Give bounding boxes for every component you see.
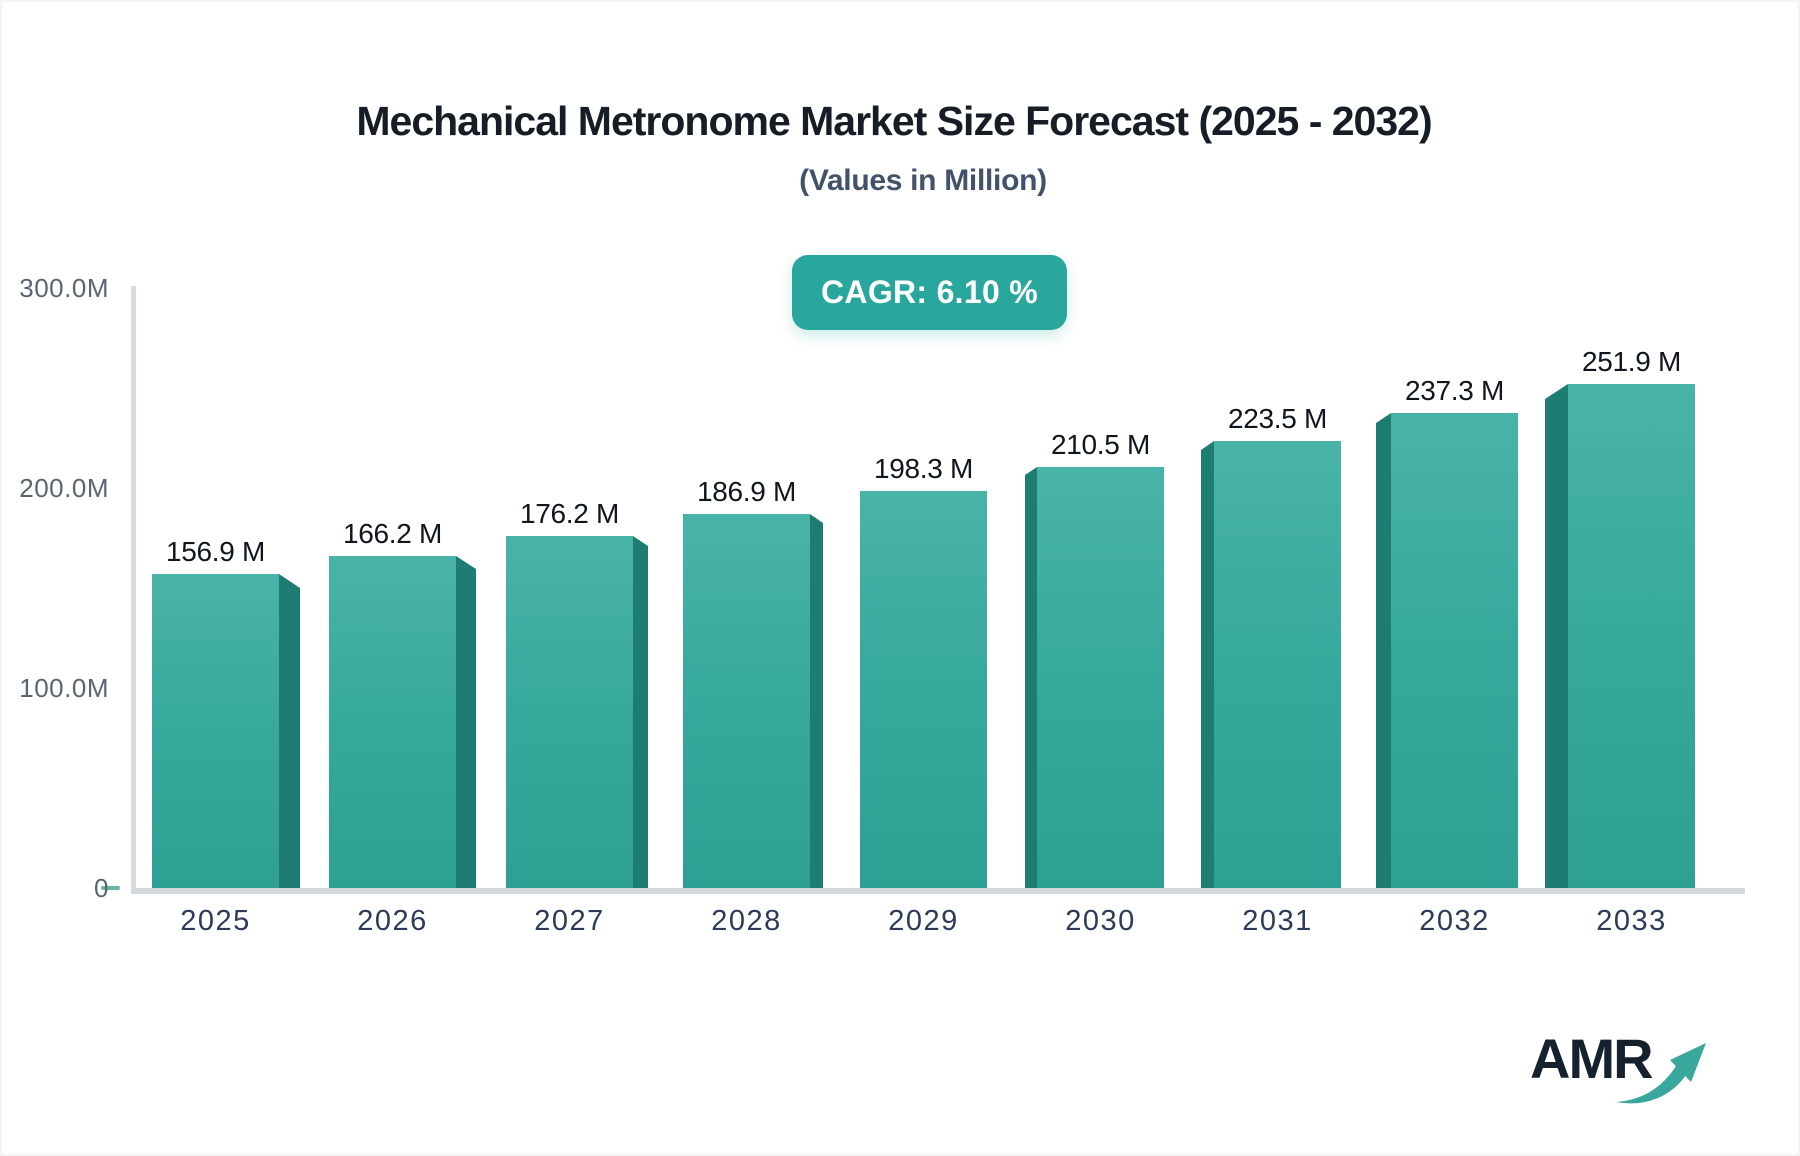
year-label-2026: 2026 bbox=[357, 905, 428, 937]
bar-value-label: 210.5 M bbox=[1050, 429, 1151, 460]
bar-face bbox=[329, 556, 456, 888]
brand-logo-text: AMR bbox=[1530, 1027, 1654, 1090]
bar-value-label: 251.9 M bbox=[1581, 346, 1682, 377]
bar-face bbox=[1037, 467, 1164, 888]
bar-value-label: 198.3 M bbox=[873, 453, 974, 484]
bar-2030: 210.5 M bbox=[1025, 429, 1164, 888]
year-label-2032: 2032 bbox=[1419, 905, 1490, 937]
bar-side-3d bbox=[456, 556, 476, 888]
bar-side-3d bbox=[810, 514, 823, 888]
year-label-2028: 2028 bbox=[711, 905, 782, 937]
year-label-2033: 2033 bbox=[1596, 905, 1667, 937]
bar-value-label: 237.3 M bbox=[1404, 375, 1505, 406]
bar-2027: 176.2 M bbox=[506, 498, 648, 888]
year-label-2027: 2027 bbox=[534, 905, 605, 937]
bar-face bbox=[860, 491, 987, 888]
bar-2026: 166.2 M bbox=[329, 518, 476, 888]
y-axis-line bbox=[131, 286, 136, 894]
y-tick-label: 300.0M bbox=[19, 273, 109, 303]
bar-2033: 251.9 M bbox=[1545, 346, 1695, 888]
bar-face bbox=[152, 574, 279, 888]
bar-face bbox=[1391, 413, 1518, 888]
year-label-2025: 2025 bbox=[180, 905, 251, 937]
cagr-badge-label: CAGR: 6.10 % bbox=[821, 274, 1038, 310]
bar-2031: 223.5 M bbox=[1201, 403, 1341, 888]
y-tick-label: 200.0M bbox=[19, 473, 109, 503]
bar-face bbox=[683, 514, 810, 888]
bar-face bbox=[506, 536, 633, 888]
bar-side-3d bbox=[1201, 441, 1214, 888]
bar-side-3d bbox=[279, 574, 300, 888]
bar-2025: 156.9 M bbox=[152, 536, 300, 888]
bar-2029: 198.3 M bbox=[860, 453, 987, 888]
bar-value-label: 223.5 M bbox=[1227, 403, 1328, 434]
bar-face bbox=[1568, 384, 1695, 888]
chart-subtitle: (Values in Million) bbox=[799, 164, 1047, 197]
bar-value-label: 176.2 M bbox=[519, 498, 620, 529]
bar-value-label: 156.9 M bbox=[165, 536, 266, 567]
y-tick-label: 100.0M bbox=[19, 673, 109, 703]
bar-2028: 186.9 M bbox=[683, 476, 823, 888]
plot-area: 156.9 M 166.2 M 176.2 M 186.9 M 198.3 M 210.5… bbox=[135, 288, 1755, 888]
bar-side-3d bbox=[633, 536, 648, 888]
bar-face bbox=[1214, 441, 1341, 888]
bar-side-3d bbox=[1376, 413, 1391, 888]
bar-value-label: 166.2 M bbox=[342, 518, 443, 549]
brand-logo: AMR bbox=[1530, 1020, 1720, 1120]
year-label-2030: 2030 bbox=[1065, 905, 1136, 937]
y-tick-label: 0 bbox=[94, 873, 109, 903]
x-axis-line bbox=[131, 888, 1745, 894]
zero-tick-mark bbox=[101, 886, 120, 890]
bar-value-label: 186.9 M bbox=[696, 476, 797, 507]
cagr-badge: CAGR: 6.10 % bbox=[792, 255, 1067, 330]
bar-side-3d bbox=[1025, 467, 1037, 888]
bar-2032: 237.3 M bbox=[1376, 375, 1518, 888]
year-label-2031: 2031 bbox=[1242, 905, 1313, 937]
bar-side-3d bbox=[1545, 384, 1568, 888]
chart-title: Mechanical Metronome Market Size Forecas… bbox=[356, 98, 1432, 144]
growth-arrow-icon bbox=[1616, 1043, 1706, 1104]
year-label-2029: 2029 bbox=[888, 905, 959, 937]
